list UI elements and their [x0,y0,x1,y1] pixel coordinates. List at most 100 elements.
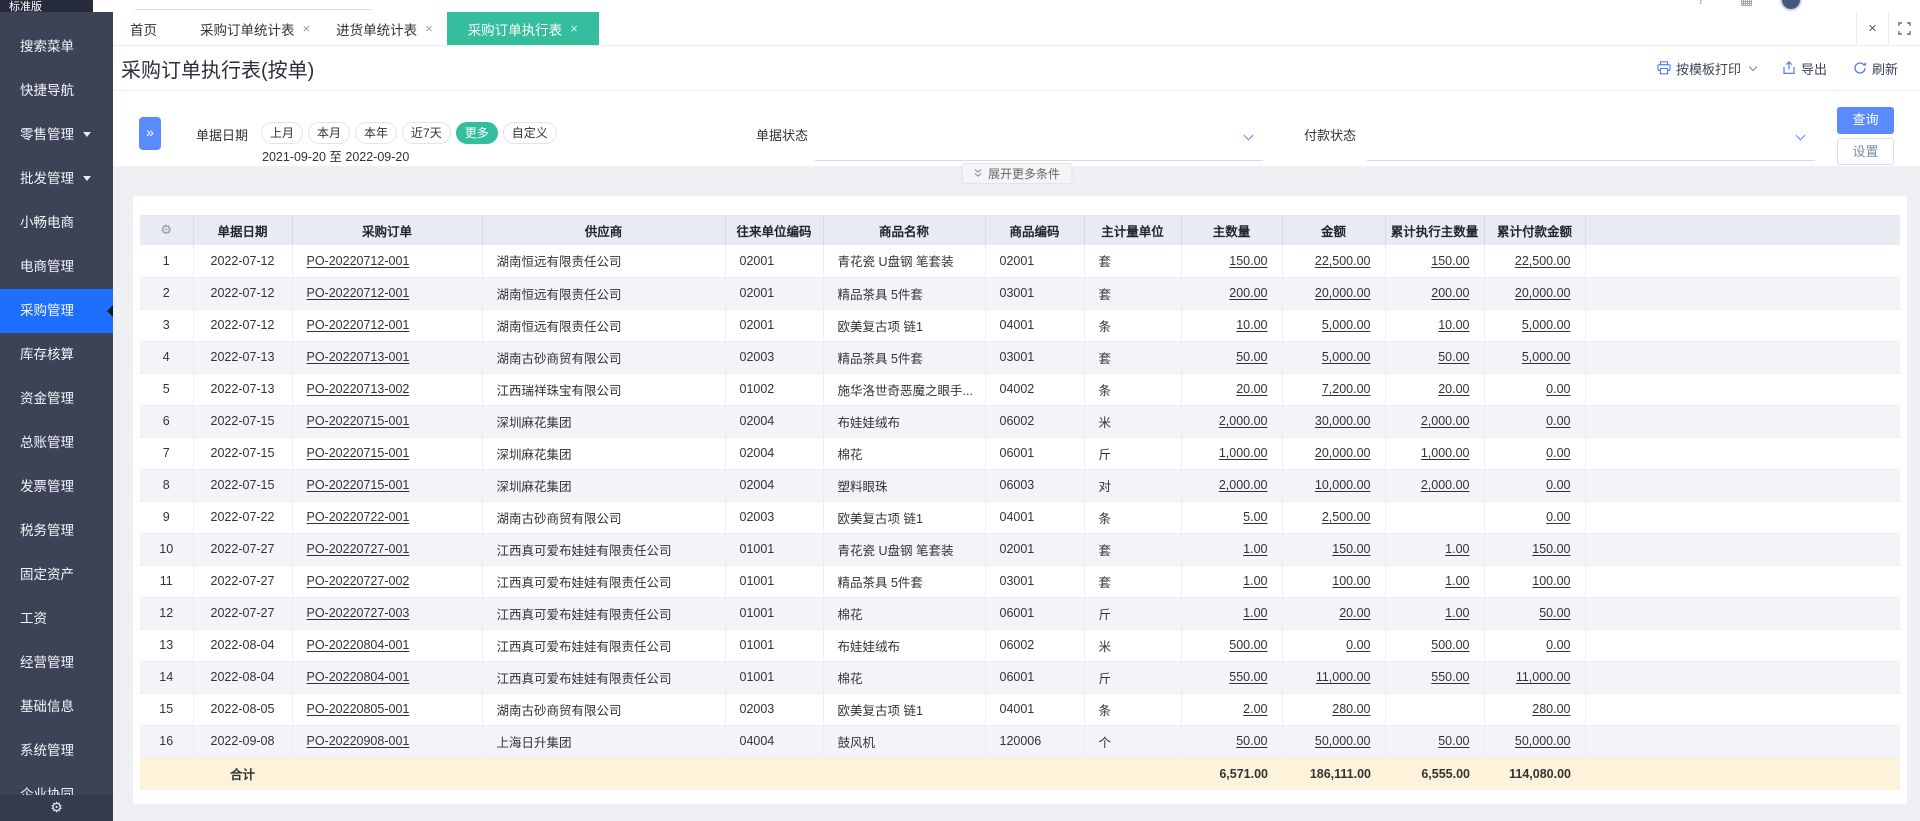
po-number-link[interactable]: PO-20220727-003 [306,606,410,620]
tab-首页[interactable]: 首页 [113,12,174,45]
paid-amount-link[interactable]: 0.00 [1546,510,1571,524]
qty-link[interactable]: 10.00 [1236,318,1268,332]
date-preset-自定义[interactable]: 自定义 [502,122,557,144]
sidebar-item-小畅电商[interactable]: 小畅电商 [20,215,74,230]
tab-close-icon[interactable]: × [302,21,311,36]
expand-more-conditions-button[interactable]: 展开更多条件 [960,163,1073,184]
sidebar-item-库存核算[interactable]: 库存核算 [20,347,74,362]
exec-qty-link[interactable]: 2,000.00 [1420,414,1470,428]
close-all-tabs-icon[interactable]: × [1856,12,1888,45]
paid-amount-link[interactable]: 280.00 [1532,702,1571,716]
sidebar-item-采购管理[interactable]: 采购管理 [0,289,113,333]
exec-qty-link[interactable]: 200.00 [1431,286,1470,300]
po-number-link[interactable]: PO-20220715-001 [306,414,410,428]
amount-link[interactable]: 2,500.00 [1321,510,1371,524]
apps-grid-icon[interactable]: ▦ [1740,0,1753,8]
date-preset-上月[interactable]: 上月 [261,122,304,144]
refresh-button[interactable]: 刷新 [1853,59,1898,78]
sidebar-item-系统管理[interactable]: 系统管理 [20,743,74,758]
amount-link[interactable]: 5,000.00 [1321,350,1371,364]
qty-link[interactable]: 2,000.00 [1218,414,1268,428]
amount-link[interactable]: 280.00 [1332,702,1371,716]
date-preset-更多[interactable]: 更多 [455,122,498,144]
date-preset-近7天[interactable]: 近7天 [402,122,451,144]
qty-link[interactable]: 1,000.00 [1218,446,1268,460]
exec-qty-link[interactable]: 20.00 [1438,382,1470,396]
qty-link[interactable]: 50.00 [1236,734,1268,748]
po-number-link[interactable]: PO-20220805-001 [306,702,410,716]
po-number-link[interactable]: PO-20220804-001 [306,670,410,684]
qty-link[interactable]: 150.00 [1229,253,1268,268]
paid-amount-link[interactable]: 0.00 [1546,478,1571,492]
column-settings-gear-icon[interactable]: ⚙ [160,222,173,237]
pay-status-select[interactable] [1367,160,1815,161]
po-number-link[interactable]: PO-20220713-002 [306,382,410,396]
sidebar-item-发票管理[interactable]: 发票管理 [20,479,74,494]
po-number-link[interactable]: PO-20220908-001 [306,734,410,748]
paid-amount-link[interactable]: 20,000.00 [1514,286,1571,300]
exec-qty-link[interactable]: 1,000.00 [1420,446,1470,460]
qty-link[interactable]: 500.00 [1229,638,1268,652]
sidebar-item-电商管理[interactable]: 电商管理 [20,259,74,274]
collapse-filter-button[interactable]: » [139,117,161,150]
date-range-value[interactable]: 2021-09-20 至 2022-09-20 [262,150,410,164]
amount-link[interactable]: 5,000.00 [1321,318,1371,332]
exec-qty-link[interactable]: 1.00 [1445,542,1470,556]
po-number-link[interactable]: PO-20220712-001 [306,286,410,300]
amount-link[interactable]: 30,000.00 [1314,414,1371,428]
paid-amount-link[interactable]: 150.00 [1532,542,1571,556]
help-icon[interactable]: ? [1697,0,1705,7]
print-by-template-button[interactable]: 按模板打印 [1657,59,1758,78]
sidebar-item-工资[interactable]: 工资 [20,611,47,626]
exec-qty-link[interactable]: 50.00 [1438,734,1470,748]
po-number-link[interactable]: PO-20220715-001 [306,478,410,492]
qty-link[interactable]: 1.00 [1243,574,1268,588]
sidebar-item-总账管理[interactable]: 总账管理 [20,435,74,450]
po-number-link[interactable]: PO-20220715-001 [306,446,410,460]
qty-link[interactable]: 200.00 [1229,286,1268,300]
chevron-down-icon[interactable] [1748,62,1758,71]
sidebar-item-零售管理[interactable]: 零售管理 [0,113,113,157]
export-button[interactable]: 导出 [1782,59,1827,78]
tab-采购订单执行表[interactable]: 采购订单执行表 × [446,12,599,45]
amount-link[interactable]: 20,000.00 [1314,446,1371,460]
paid-amount-link[interactable]: 11,000.00 [1515,670,1571,684]
avatar[interactable] [1780,0,1802,11]
exec-qty-link[interactable]: 500.00 [1431,638,1470,652]
amount-link[interactable]: 7,200.00 [1321,382,1371,396]
qty-link[interactable]: 5.00 [1243,510,1268,524]
exec-qty-link[interactable]: 1.00 [1445,574,1470,588]
po-number-link[interactable]: PO-20220712-001 [306,318,410,332]
paid-amount-link[interactable]: 0.00 [1546,382,1571,396]
paid-amount-link[interactable]: 0.00 [1546,414,1571,428]
po-number-link[interactable]: PO-20220727-002 [306,574,410,588]
qty-link[interactable]: 50.00 [1236,350,1268,364]
date-preset-本月[interactable]: 本月 [308,122,351,144]
amount-link[interactable]: 20,000.00 [1314,286,1371,300]
amount-link[interactable]: 20.00 [1339,606,1371,620]
doc-status-select[interactable] [815,160,1263,161]
amount-link[interactable]: 50,000.00 [1314,734,1371,748]
sidebar-item-快捷导航[interactable]: 快捷导航 [20,83,74,98]
qty-link[interactable]: 20.00 [1236,382,1268,396]
sidebar-item-固定资产[interactable]: 固定资产 [20,567,74,582]
pay-status-chevron-icon[interactable] [1795,130,1806,141]
sidebar-settings-gear-icon[interactable]: ⚙ [0,795,113,821]
exec-qty-link[interactable]: 150.00 [1431,253,1470,268]
amount-link[interactable]: 0.00 [1346,638,1371,652]
qty-link[interactable]: 1.00 [1243,542,1268,556]
amount-link[interactable]: 10,000.00 [1314,478,1371,492]
tab-采购订单统计表[interactable]: 采购订单统计表 × [198,12,312,45]
sidebar-item-经营管理[interactable]: 经营管理 [20,655,74,670]
po-number-link[interactable]: PO-20220722-001 [306,510,410,524]
sidebar-item-税务管理[interactable]: 税务管理 [20,523,74,538]
po-number-link[interactable]: PO-20220804-001 [306,638,410,652]
sidebar-item-基础信息[interactable]: 基础信息 [20,699,74,714]
po-number-link[interactable]: PO-20220727-001 [306,542,410,556]
paid-amount-link[interactable]: 0.00 [1546,638,1571,652]
paid-amount-link[interactable]: 100.00 [1532,574,1571,588]
exec-qty-link[interactable]: 550.00 [1431,670,1470,684]
settings-button[interactable]: 设置 [1837,138,1894,165]
amount-link[interactable]: 150.00 [1332,542,1371,556]
paid-amount-link[interactable]: 0.00 [1546,446,1571,460]
